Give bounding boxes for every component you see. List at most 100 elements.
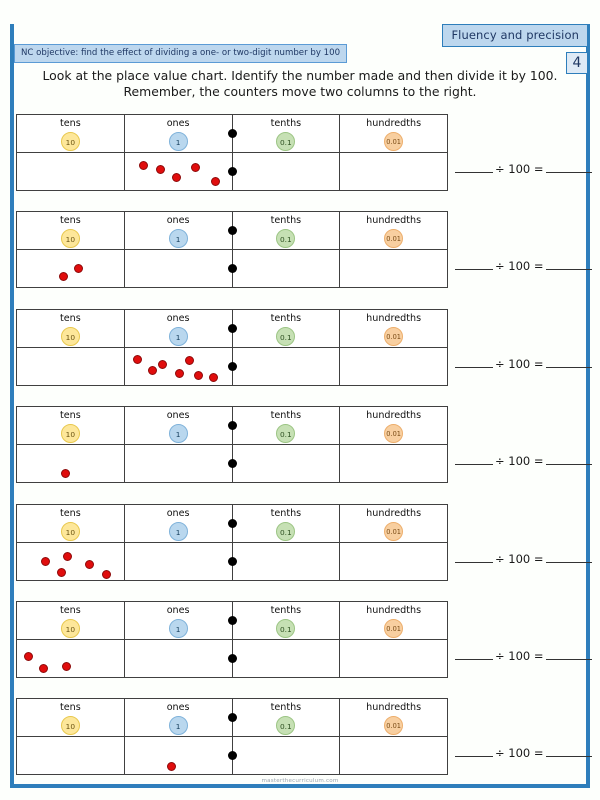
column-header-hundredths: hundredths 0.01 <box>339 114 448 153</box>
answer-blank-quotient[interactable] <box>545 649 592 660</box>
answer-blank-dividend[interactable] <box>455 162 493 173</box>
answer-blank-quotient[interactable] <box>545 259 592 270</box>
counter-cell-ones[interactable] <box>123 347 237 386</box>
counter[interactable] <box>57 568 66 577</box>
counter-cell-tens[interactable] <box>16 152 125 191</box>
column-header-tens: tens 10 <box>16 309 125 348</box>
answer-blank-dividend[interactable] <box>455 552 493 563</box>
answer-blank-quotient[interactable] <box>545 162 592 173</box>
counter-cell-tenths[interactable] <box>231 542 341 581</box>
answer-blank-dividend[interactable] <box>455 357 493 368</box>
column-name-label: tens <box>60 214 81 226</box>
page-border-right <box>586 24 590 788</box>
answer-blank-quotient[interactable] <box>545 454 592 465</box>
place-value-table: tens 10 ones 1 tenths 0.1 hundredths 0.01 <box>16 406 448 483</box>
counter[interactable] <box>157 360 167 369</box>
counter-cell-ones[interactable] <box>123 542 237 581</box>
counter[interactable] <box>155 165 165 174</box>
counter-cell-ones[interactable] <box>123 444 237 483</box>
counter-cell-tens[interactable] <box>16 736 125 775</box>
answer-blank-quotient[interactable] <box>545 357 592 368</box>
counter-cell-hundredths[interactable] <box>339 444 448 483</box>
counter-cell-tens[interactable] <box>16 347 125 386</box>
counter-cell-ones[interactable] <box>123 639 237 678</box>
counter[interactable] <box>102 570 111 579</box>
decimal-point-marker <box>227 654 237 663</box>
counter-cell-hundredths[interactable] <box>339 347 448 386</box>
place-value-chart: tens 10 ones 1 tenths 0.1 hundredths 0.01 <box>16 211 448 288</box>
counter-cell-tens[interactable] <box>16 249 125 288</box>
answer-blank-quotient[interactable] <box>545 746 592 757</box>
counter[interactable] <box>59 272 68 281</box>
counter[interactable] <box>132 355 142 364</box>
answer-blank-dividend[interactable] <box>455 259 493 270</box>
counter[interactable] <box>24 652 33 661</box>
answer-blank-quotient[interactable] <box>545 552 592 563</box>
counter[interactable] <box>193 371 203 380</box>
counter[interactable] <box>41 557 50 566</box>
column-header-tenths: tenths 0.1 <box>231 406 341 445</box>
counter-cell-hundredths[interactable] <box>339 249 448 288</box>
counter[interactable] <box>171 173 181 182</box>
counter[interactable] <box>184 356 194 365</box>
counter-cell-hundredths[interactable] <box>339 152 448 191</box>
divide-operator-label: ÷ 100 = <box>495 454 544 468</box>
counter-cell-tenths[interactable] <box>231 347 341 386</box>
counter-cell-tenths[interactable] <box>231 444 341 483</box>
counter[interactable] <box>61 469 70 478</box>
answer-line[interactable]: ÷ 100 = <box>455 552 595 566</box>
counter[interactable] <box>210 177 220 186</box>
counter[interactable] <box>147 366 157 375</box>
counter[interactable] <box>138 161 148 170</box>
answer-line[interactable]: ÷ 100 = <box>455 357 595 371</box>
counter-cell-hundredths[interactable] <box>339 542 448 581</box>
column-header-tenths: tenths 0.1 <box>231 309 341 348</box>
counter-cell-ones[interactable] <box>123 736 237 775</box>
counter[interactable] <box>62 662 71 671</box>
place-value-chip-tenths: 0.1 <box>276 228 296 248</box>
counter[interactable] <box>174 369 184 378</box>
counter[interactable] <box>208 373 218 382</box>
place-value-table: tens 10 ones 1 tenths 0.1 hundredths 0.01 <box>16 309 448 386</box>
counter-cell-tenths[interactable] <box>231 152 341 191</box>
decimal-point-marker <box>227 519 237 528</box>
place-value-chip-tens: 10 <box>60 326 80 346</box>
counter[interactable] <box>63 552 72 561</box>
counter-cell-tens[interactable] <box>16 639 125 678</box>
footer-watermark: masterthecurriculum.com <box>261 778 339 784</box>
answer-blank-dividend[interactable] <box>455 649 493 660</box>
decimal-point-marker <box>227 264 237 273</box>
answer-line[interactable]: ÷ 100 = <box>455 649 595 663</box>
counter-cell-tens[interactable] <box>16 444 125 483</box>
counter-cell-hundredths[interactable] <box>339 639 448 678</box>
counter-row <box>16 347 448 386</box>
column-name-label: hundredths <box>366 701 422 713</box>
answer-line[interactable]: ÷ 100 = <box>455 259 595 273</box>
answer-line[interactable]: ÷ 100 = <box>455 746 595 760</box>
counter[interactable] <box>166 762 176 771</box>
counter-row <box>16 152 448 191</box>
divide-operator-label: ÷ 100 = <box>495 259 544 273</box>
answer-line[interactable]: ÷ 100 = <box>455 162 595 176</box>
counter[interactable] <box>39 664 48 673</box>
table-header-row: tens 10 ones 1 tenths 0.1 hundredths 0.01 <box>16 211 448 250</box>
counter-cell-hundredths[interactable] <box>339 736 448 775</box>
counters-layer <box>17 445 124 482</box>
counter[interactable] <box>190 163 200 172</box>
answer-blank-dividend[interactable] <box>455 746 493 757</box>
counter-cell-tenths[interactable] <box>231 736 341 775</box>
nc-objective-tag: NC objective: find the effect of dividin… <box>14 44 348 63</box>
counter-cell-tens[interactable] <box>16 542 125 581</box>
counters-layer <box>17 543 124 580</box>
counter-cell-ones[interactable] <box>123 249 237 288</box>
answer-line[interactable]: ÷ 100 = <box>455 454 595 468</box>
counter-cell-tenths[interactable] <box>231 249 341 288</box>
counters-layer <box>125 153 232 190</box>
place-value-chip-tenths: 0.1 <box>276 131 296 151</box>
counter[interactable] <box>85 560 94 569</box>
answer-blank-dividend[interactable] <box>455 454 493 465</box>
counter-cell-tenths[interactable] <box>231 639 341 678</box>
counter[interactable] <box>74 264 83 273</box>
counter-cell-ones[interactable] <box>123 152 237 191</box>
